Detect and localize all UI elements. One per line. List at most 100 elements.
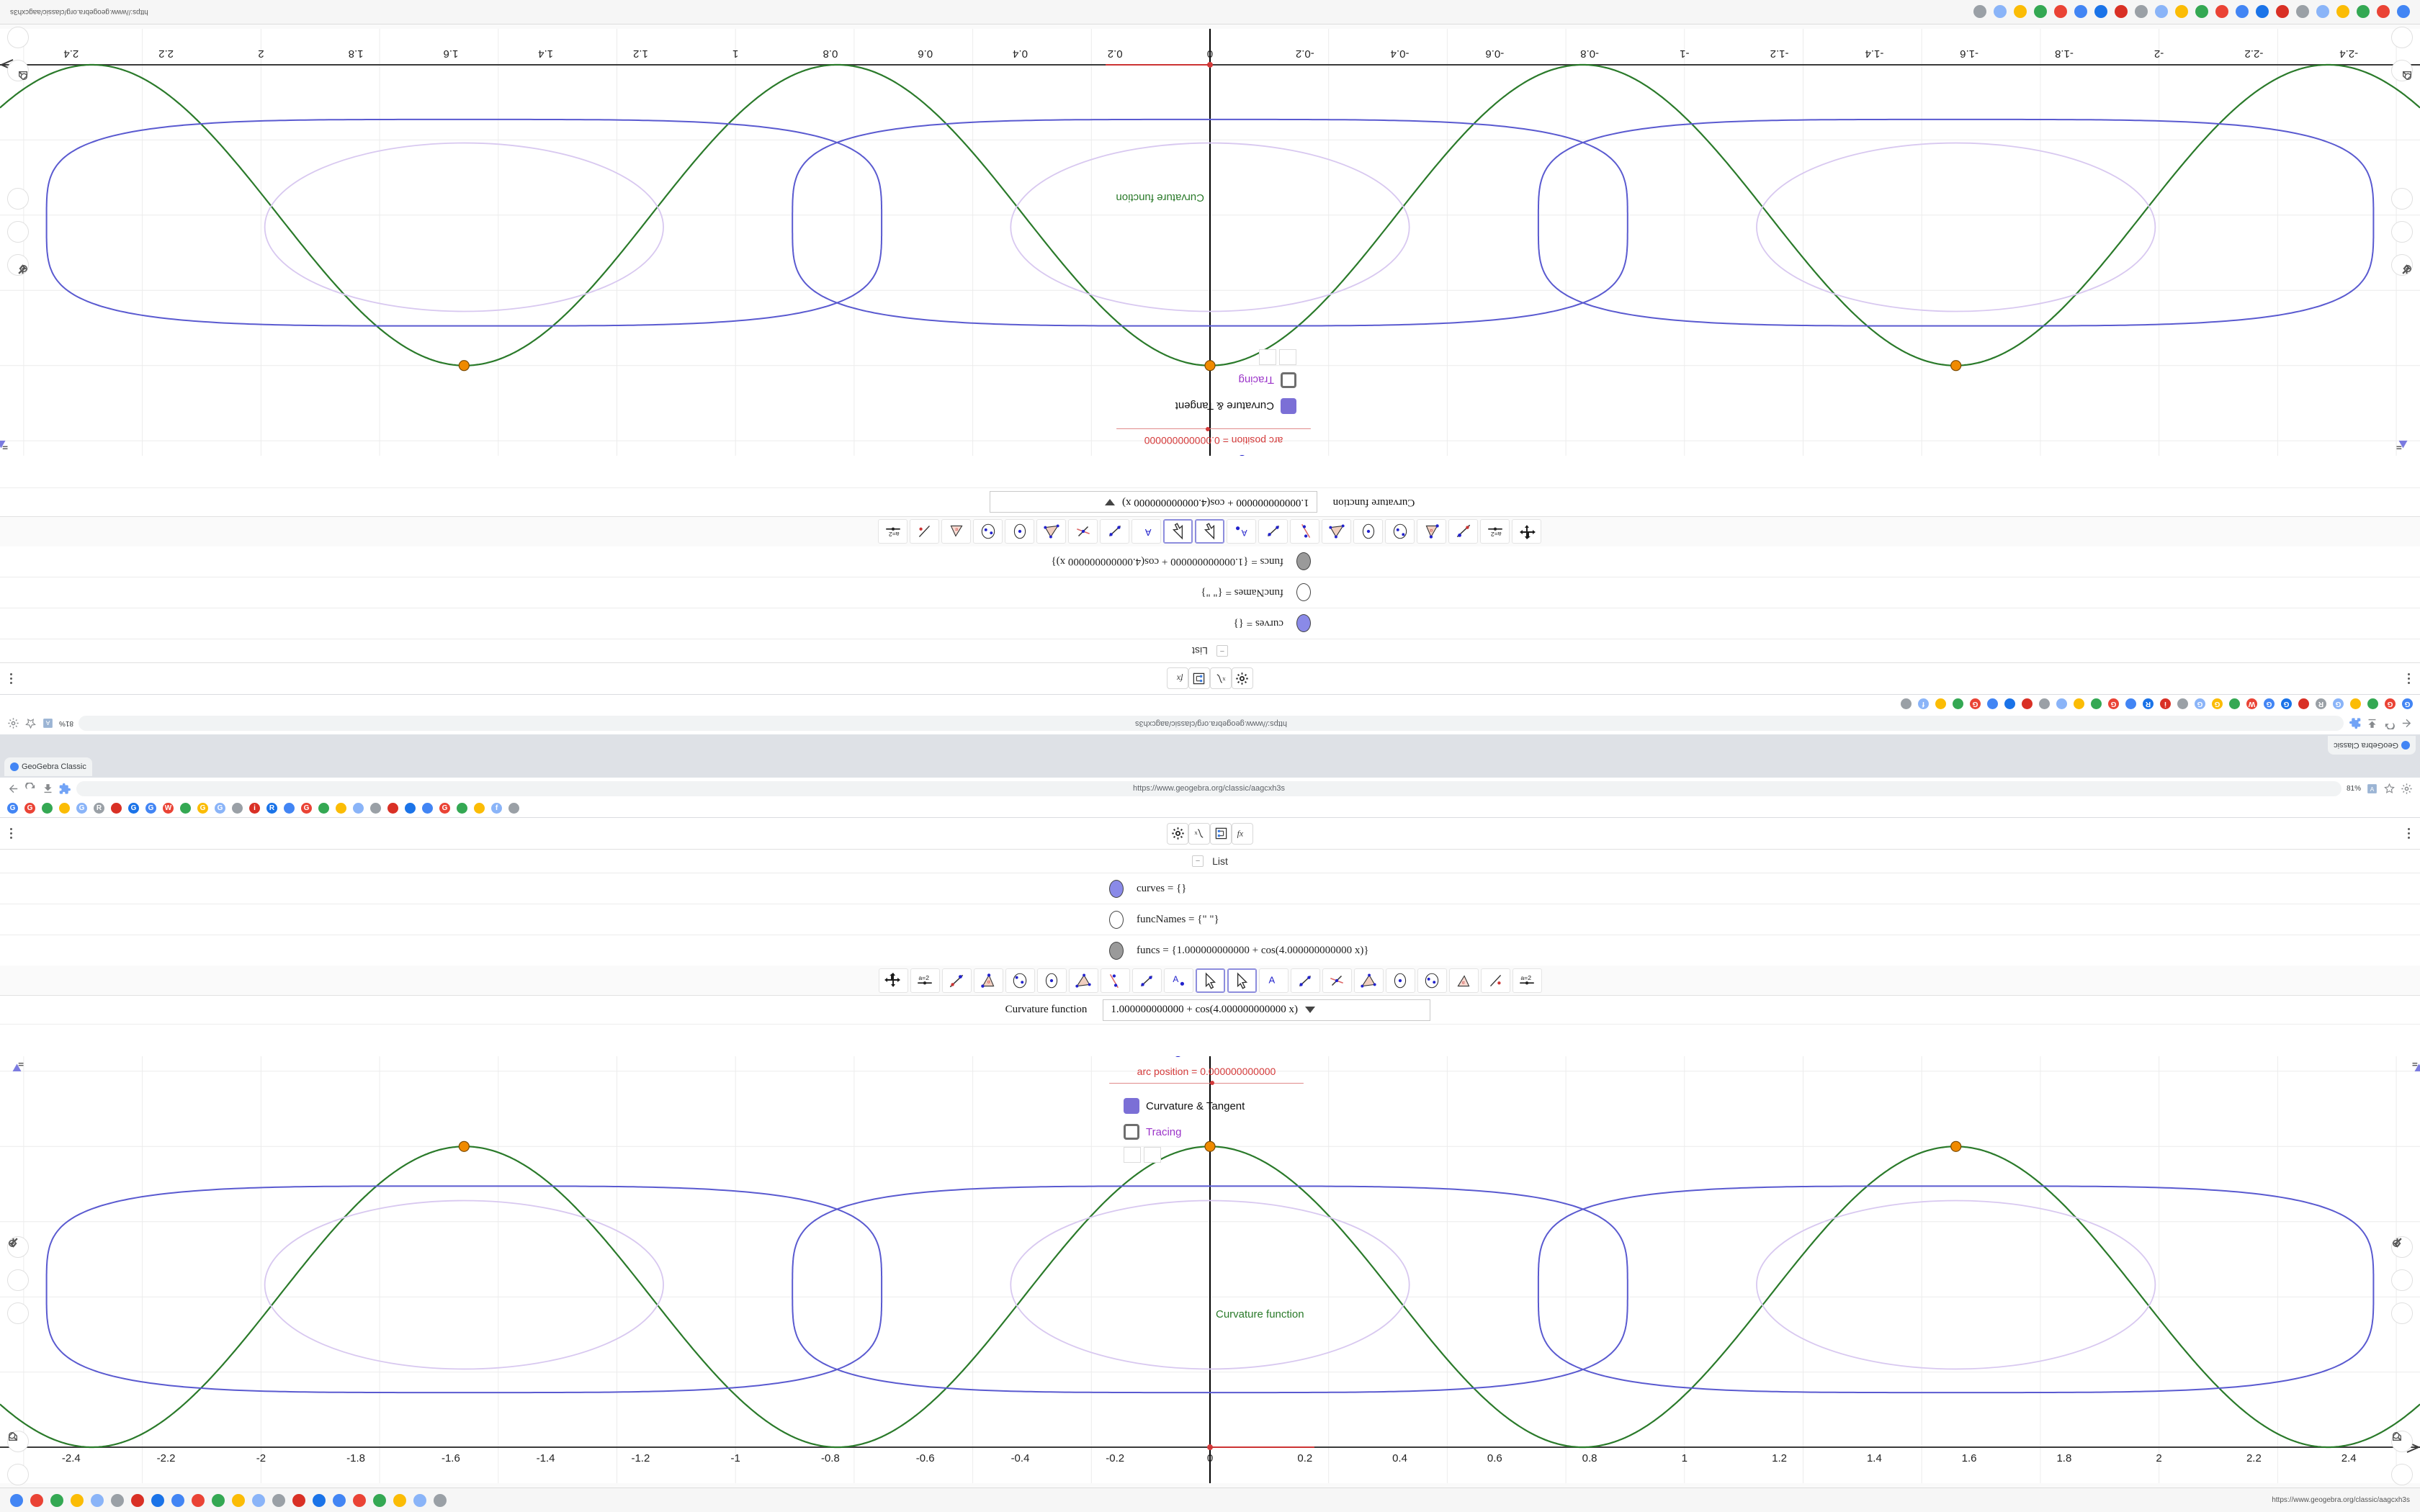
taskbar-icon[interactable] bbox=[50, 1493, 63, 1507]
slider-tool[interactable]: a=2 bbox=[1480, 519, 1510, 544]
magnifier-icon[interactable] bbox=[7, 1432, 29, 1485]
bookmark-item[interactable] bbox=[232, 803, 243, 814]
taskbar-icon[interactable] bbox=[413, 1493, 426, 1507]
curvature-tangent-checkbox-row[interactable]: Curvature & Tangent bbox=[1109, 1098, 1325, 1114]
function-dropdown[interactable]: 1.000000000000 + cos(4.000000000000 x) bbox=[1103, 999, 1431, 1021]
playback-buttons[interactable] bbox=[1095, 349, 1311, 365]
bookmark-item[interactable]: G bbox=[439, 803, 450, 814]
bookmark-item[interactable]: R bbox=[266, 803, 277, 814]
move-tool[interactable] bbox=[878, 968, 908, 993]
x-lambda-button[interactable]: x bbox=[1210, 667, 1232, 690]
point-on-object-tool[interactable] bbox=[941, 968, 972, 993]
translate-icon[interactable]: A bbox=[2366, 783, 2378, 795]
table-row[interactable]: funcNames = {" "} bbox=[0, 904, 2420, 935]
tracing-checkbox[interactable] bbox=[1281, 372, 1296, 388]
arc-position-slider[interactable]: arc position = 0.000000000000 bbox=[1116, 426, 1311, 446]
taskbar-icon[interactable] bbox=[333, 1493, 346, 1507]
settings-icon[interactable] bbox=[7, 718, 19, 730]
move-down-icon[interactable] bbox=[7, 1238, 29, 1324]
taskbar-icon[interactable] bbox=[2336, 5, 2349, 19]
curvature-tangent-checkbox[interactable] bbox=[1281, 398, 1296, 414]
zoom-badge[interactable]: 81% bbox=[59, 719, 74, 728]
bookmark-item[interactable]: G bbox=[2108, 698, 2119, 709]
bookmark-item[interactable]: G bbox=[2402, 698, 2413, 709]
perpendicular-line-tool[interactable] bbox=[1290, 519, 1320, 544]
tab-strip[interactable]: GeoGebra Classic bbox=[0, 756, 2420, 778]
bookmark-item[interactable]: W bbox=[2246, 698, 2257, 709]
slider2-tool[interactable]: a=2 bbox=[878, 519, 908, 544]
ray-tool[interactable] bbox=[1100, 519, 1130, 544]
bookmark-item[interactable] bbox=[457, 803, 467, 814]
bookmark-item[interactable] bbox=[387, 803, 398, 814]
bookmark-item[interactable]: G bbox=[128, 803, 139, 814]
visibility-marble[interactable] bbox=[1109, 910, 1124, 929]
home-icon[interactable] bbox=[7, 1431, 29, 1452]
tracing-checkbox-row[interactable]: Tracing bbox=[1109, 1124, 1325, 1140]
bookmark-item[interactable] bbox=[1953, 698, 1963, 709]
bookmark-item[interactable]: G bbox=[301, 803, 312, 814]
bookmark-star-icon[interactable] bbox=[2383, 783, 2396, 795]
curvature-tangent-checkbox[interactable] bbox=[1124, 1098, 1139, 1114]
visibility-marble[interactable] bbox=[1296, 614, 1311, 633]
reload-icon[interactable] bbox=[24, 782, 37, 795]
arc-position-track[interactable] bbox=[1109, 1079, 1304, 1086]
table-row[interactable]: funcs = {1.000000000000 + cos(4.00000000… bbox=[0, 546, 2420, 577]
download-icon[interactable] bbox=[2366, 718, 2378, 730]
bookmark-item[interactable] bbox=[2177, 698, 2188, 709]
taskbar-icon[interactable] bbox=[2014, 5, 2027, 19]
taskbar-icon[interactable] bbox=[313, 1493, 326, 1507]
slider-knob[interactable] bbox=[1210, 1081, 1215, 1085]
taskbar-icon[interactable] bbox=[192, 1493, 205, 1507]
bookmark-item[interactable] bbox=[2229, 698, 2240, 709]
ellipse-tool[interactable] bbox=[1005, 968, 1035, 993]
bookmark-item[interactable] bbox=[353, 803, 364, 814]
tab-strip[interactable]: GeoGebra Classic bbox=[0, 734, 2420, 756]
zoom-out-icon[interactable] bbox=[2391, 1236, 2413, 1258]
polygon-tool[interactable] bbox=[1068, 968, 1098, 993]
bookmark-item[interactable] bbox=[422, 803, 433, 814]
taskbar-icon[interactable] bbox=[2377, 5, 2390, 19]
address-bar[interactable]: https://www.geogebra.org/classic/aagcxh3… bbox=[76, 780, 2341, 796]
taskbar-icon[interactable] bbox=[30, 1493, 43, 1507]
pointer-tool[interactable] bbox=[1163, 519, 1193, 544]
bookmark-item[interactable] bbox=[336, 803, 346, 814]
taskbar-icon[interactable] bbox=[10, 1493, 23, 1507]
taskbar-icon[interactable] bbox=[2115, 5, 2128, 19]
segment-tool[interactable] bbox=[1131, 968, 1162, 993]
bookmark-item[interactable] bbox=[2004, 698, 2015, 709]
header-kebab-right-icon[interactable] bbox=[2408, 828, 2410, 839]
taskbar-icon[interactable] bbox=[434, 1493, 447, 1507]
circle-tool[interactable] bbox=[1036, 968, 1067, 993]
taskbar-icon[interactable] bbox=[131, 1493, 144, 1507]
perpendicular-line-tool[interactable] bbox=[1100, 968, 1130, 993]
settings-icon[interactable] bbox=[2401, 783, 2413, 795]
zoom-in-icon[interactable] bbox=[7, 1238, 29, 1291]
bookmark-item[interactable] bbox=[508, 803, 519, 814]
taskbar-icon[interactable] bbox=[2236, 5, 2249, 19]
bookmark-item[interactable] bbox=[1901, 698, 1912, 709]
caret-down-icon[interactable] bbox=[1104, 499, 1115, 505]
back-arrow-icon[interactable] bbox=[7, 783, 19, 795]
bookmark-item[interactable]: G bbox=[24, 803, 35, 814]
skip-start-icon[interactable] bbox=[1124, 1147, 1141, 1163]
right-graphics-tools-2[interactable] bbox=[7, 27, 29, 81]
bookmark-item[interactable]: G bbox=[2333, 698, 2344, 709]
slider-knob[interactable] bbox=[1237, 455, 1247, 456]
translate-icon[interactable]: A bbox=[42, 718, 54, 730]
bookmark-item[interactable] bbox=[2091, 698, 2102, 709]
tree-view-button[interactable] bbox=[1210, 822, 1232, 845]
ellipse2-tool[interactable] bbox=[1417, 968, 1447, 993]
text-tool[interactable]: A bbox=[1227, 519, 1257, 544]
left-graphics-tools-2[interactable] bbox=[2391, 27, 2413, 81]
download-icon[interactable] bbox=[42, 783, 54, 795]
bookmark-item[interactable] bbox=[1935, 698, 1946, 709]
arc-position-track[interactable] bbox=[1116, 426, 1311, 433]
taskbar-icon[interactable] bbox=[2276, 5, 2289, 19]
point-tool[interactable] bbox=[910, 519, 940, 544]
ray-tool[interactable] bbox=[1290, 968, 1320, 993]
bookmark-item[interactable] bbox=[180, 803, 191, 814]
magnifier-icon[interactable] bbox=[2391, 27, 2413, 80]
bookmark-item[interactable]: G bbox=[76, 803, 87, 814]
